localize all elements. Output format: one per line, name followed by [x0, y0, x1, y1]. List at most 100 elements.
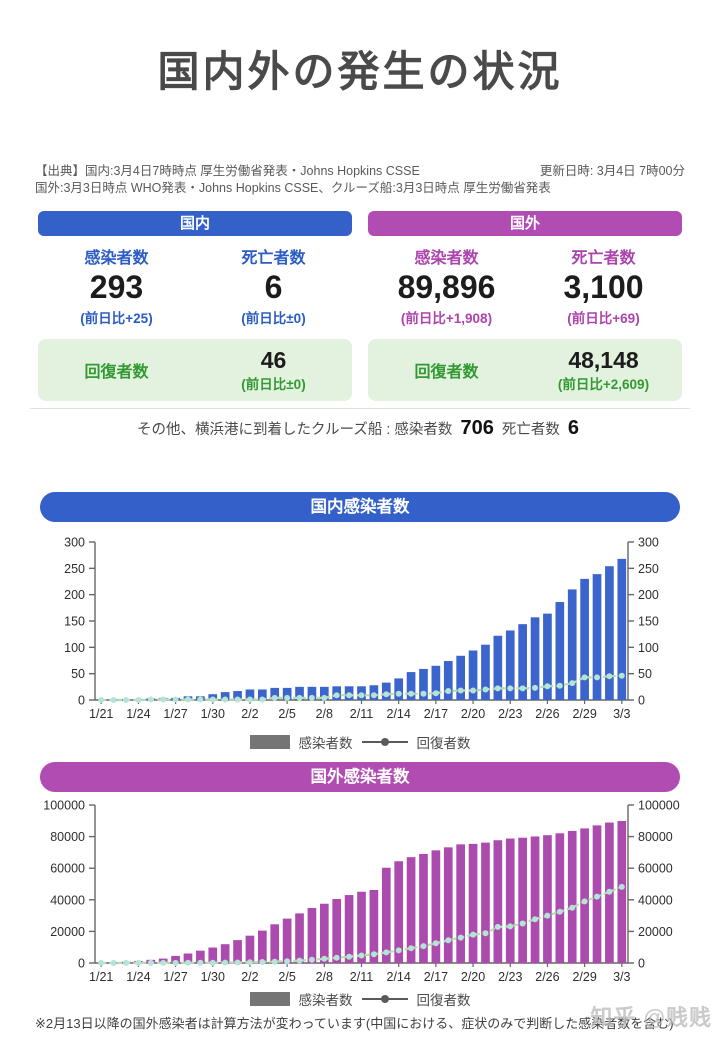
svg-text:100: 100: [638, 641, 659, 655]
overseas-header: 国外: [368, 211, 682, 236]
domestic-recovered-box: 回復者数 46 (前日比±0): [38, 339, 352, 401]
cruise-infected-label: 感染者数: [394, 422, 453, 438]
overseas-recovered-stat: 48,148 (前日比+2,609): [525, 346, 682, 393]
svg-text:60000: 60000: [638, 862, 673, 876]
legend-line-label: 回復者数: [416, 993, 471, 1008]
svg-text:1/27: 1/27: [163, 970, 187, 984]
svg-text:1/24: 1/24: [126, 970, 150, 984]
svg-text:2/11: 2/11: [350, 707, 373, 721]
divider: [30, 408, 690, 409]
svg-text:150: 150: [638, 615, 659, 629]
svg-text:2/2: 2/2: [241, 707, 258, 721]
svg-text:40000: 40000: [50, 893, 85, 907]
infected-label: 感染者数: [414, 250, 479, 267]
svg-text:1/24: 1/24: [126, 707, 150, 721]
svg-text:50: 50: [71, 667, 85, 681]
domestic-chart-svg: 0 0 50 50 100 100 150 150 200 200 250 250 300 300 1/21…: [64, 536, 659, 722]
overseas-recovered-box: 回復者数 48,148 (前日比+2,609): [368, 339, 682, 401]
svg-text:2/17: 2/17: [424, 970, 448, 984]
svg-text:200: 200: [64, 588, 85, 602]
domestic-recovered-stat: 46 (前日比±0): [195, 346, 352, 393]
recovered-label: 回復者数: [84, 364, 149, 381]
svg-text:40000: 40000: [638, 893, 673, 907]
svg-text:2/14: 2/14: [387, 970, 411, 984]
cruise-prefix: その他、横浜港に到着したクルーズ船 :: [136, 422, 391, 438]
domestic-deaths-stat: 死亡者数 6 (前日比±0): [195, 244, 352, 327]
infected-delta: (前日比+25): [80, 311, 153, 326]
cruise-deaths-value: 6: [567, 417, 580, 439]
page-title: 国内外の発生の状況: [157, 48, 563, 95]
source-line-2: 国外:3月3日時点 WHO発表・Johns Hopkins CSSE、クルーズ船…: [35, 181, 551, 195]
svg-text:1/27: 1/27: [163, 707, 187, 721]
svg-text:2/8: 2/8: [316, 707, 333, 721]
cruise-infected-value: 706: [460, 417, 494, 439]
svg-text:2/23: 2/23: [498, 970, 522, 984]
overseas-chart-title: 国外感染者数: [40, 762, 680, 792]
svg-text:0: 0: [78, 694, 85, 708]
cruise-deaths-label: 死亡者数: [501, 422, 560, 438]
overseas-chart-svg: 0 0 20000 20000 40000 40000 60000 60000 80000 800…: [43, 799, 680, 985]
recovered-label: 回復者数: [414, 364, 479, 381]
legend-line-label: 回復者数: [416, 736, 471, 751]
deaths-value: 3,100: [563, 269, 644, 305]
infected-delta: (前日比+1,908): [400, 311, 493, 326]
svg-text:2/2: 2/2: [241, 970, 258, 984]
svg-text:2/5: 2/5: [278, 970, 295, 984]
svg-text:300: 300: [64, 536, 85, 550]
svg-text:2/17: 2/17: [424, 707, 448, 721]
svg-text:1/21: 1/21: [89, 970, 113, 984]
svg-text:300: 300: [638, 536, 659, 550]
svg-text:80000: 80000: [50, 830, 85, 844]
svg-text:250: 250: [64, 562, 85, 576]
domestic-chart-title: 国内感染者数: [40, 492, 680, 522]
svg-text:20000: 20000: [50, 925, 85, 939]
recovered-delta: (前日比±0): [241, 376, 306, 392]
infected-value: 89,896: [397, 269, 496, 305]
domestic-chart-legend: 感染者数 回復者数: [0, 732, 720, 752]
source-note: 【出典】国内:3月4日7時時点 厚生労働省発表・Johns Hopkins CS…: [35, 163, 685, 197]
svg-text:20000: 20000: [638, 925, 673, 939]
svg-text:100: 100: [64, 641, 85, 655]
method-change-footnote: ※2月13日以降の国外感染者は計算方法が変わっています(中国における、症状のみで…: [35, 1016, 674, 1031]
svg-text:250: 250: [638, 562, 659, 576]
svg-text:1/21: 1/21: [89, 707, 113, 721]
deaths-label: 死亡者数: [241, 250, 306, 267]
domestic-infected-stat: 感染者数 293 (前日比+25): [38, 244, 195, 327]
legend-line-swatch-icon: [361, 994, 408, 1003]
recovered-value: 48,148: [568, 346, 639, 373]
svg-text:100000: 100000: [638, 799, 680, 813]
svg-text:2/5: 2/5: [278, 707, 295, 721]
svg-text:3/3: 3/3: [613, 970, 630, 984]
deaths-label: 死亡者数: [571, 250, 636, 267]
overseas-deaths-stat: 死亡者数 3,100 (前日比+69): [525, 244, 682, 327]
cruise-ship-note: その他、横浜港に到着したクルーズ船 : 感染者数 706 死亡者数 6: [0, 417, 720, 440]
infected-value: 293: [89, 269, 144, 305]
svg-text:2/26: 2/26: [535, 707, 559, 721]
deaths-value: 6: [264, 269, 283, 305]
domestic-header: 国内: [38, 211, 352, 236]
svg-text:50: 50: [638, 667, 652, 681]
deaths-delta: (前日比+69): [567, 311, 640, 326]
svg-text:2/20: 2/20: [461, 970, 485, 984]
svg-text:3/3: 3/3: [613, 707, 630, 721]
svg-text:100000: 100000: [43, 799, 85, 813]
recovered-value: 46: [260, 346, 287, 373]
overseas-chart-legend: 感染者数 回復者数: [0, 989, 720, 1009]
svg-text:0: 0: [638, 957, 645, 971]
svg-text:2/29: 2/29: [572, 970, 596, 984]
svg-text:0: 0: [78, 957, 85, 971]
source-line-1: 【出典】国内:3月4日7時時点 厚生労働省発表・Johns Hopkins CS…: [35, 164, 420, 178]
legend-bar-swatch-icon: [249, 992, 290, 1006]
legend-bar-swatch-icon: [249, 735, 290, 749]
legend-line-swatch-icon: [361, 737, 408, 746]
svg-text:1/30: 1/30: [201, 707, 225, 721]
domestic-stats-card: 国内 感染者数 293 (前日比+25) 死亡者数 6 (前日比±0) 回復者数…: [38, 211, 352, 401]
updated-datetime: 更新日時: 3月4日 7時00分: [539, 164, 685, 178]
watermark: 知乎 @贱贱: [590, 1005, 712, 1030]
deaths-delta: (前日比±0): [241, 311, 306, 326]
legend-bar-label: 感染者数: [298, 993, 353, 1008]
overseas-infected-stat: 感染者数 89,896 (前日比+1,908): [368, 244, 525, 327]
svg-text:60000: 60000: [50, 862, 85, 876]
svg-text:150: 150: [64, 615, 85, 629]
